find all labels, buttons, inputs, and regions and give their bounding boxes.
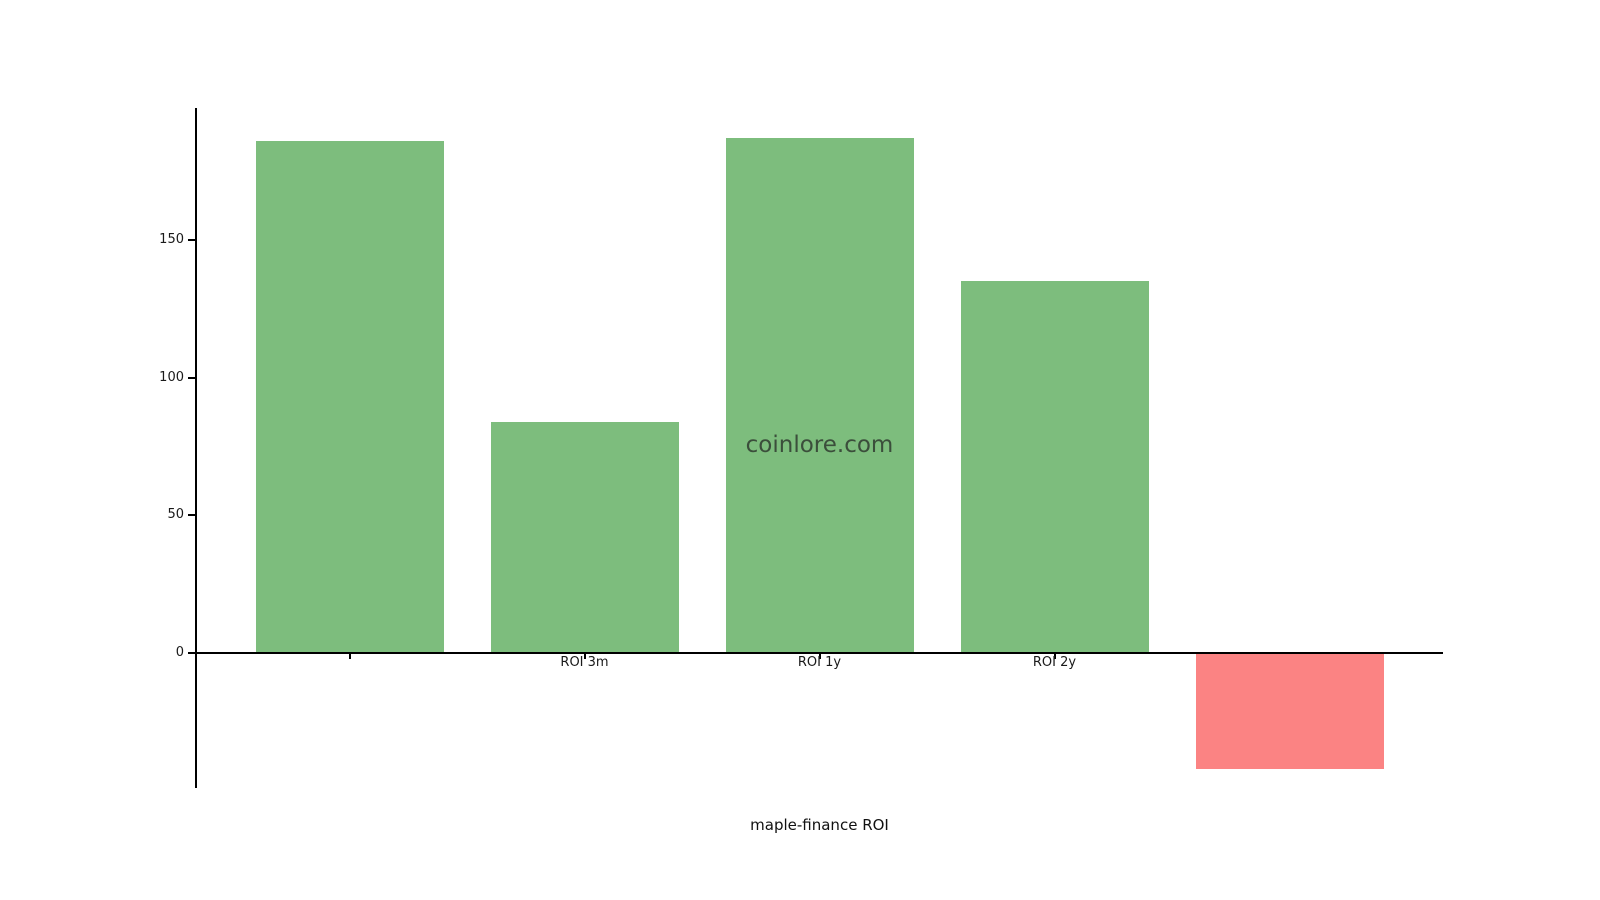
x-axis-line: [195, 652, 1443, 654]
y-tick-label: 150: [159, 232, 184, 247]
y-axis-line: [195, 108, 197, 788]
bar-unlabeled-4: [1195, 653, 1384, 769]
x-tick-mark: [583, 653, 586, 659]
chart-title: maple-finance ROI: [750, 816, 889, 834]
x-tick-label: ROI 1y: [797, 655, 842, 670]
y-tick-mark: [188, 652, 195, 654]
bar-roi-3m: [490, 421, 679, 653]
x-tick-label: ROI 3m: [560, 655, 609, 670]
bar-roi-1y: [725, 138, 914, 653]
x-tick-mark: [348, 653, 351, 659]
x-tick-label: ROI 2y: [1032, 655, 1077, 670]
bar-roi-2y: [960, 281, 1149, 653]
bar-unlabeled-0: [255, 140, 444, 653]
x-tick-mark: [818, 653, 821, 659]
x-tick-mark: [1053, 653, 1056, 659]
y-tick-label: 100: [159, 369, 184, 385]
watermark-text: coinlore.com: [745, 432, 894, 458]
y-tick-mark: [188, 376, 195, 379]
y-tick-label: 0: [175, 645, 184, 660]
y-tick-label: 50: [167, 507, 184, 523]
y-tick-mark: [188, 239, 195, 241]
y-tick-mark: [188, 514, 195, 517]
